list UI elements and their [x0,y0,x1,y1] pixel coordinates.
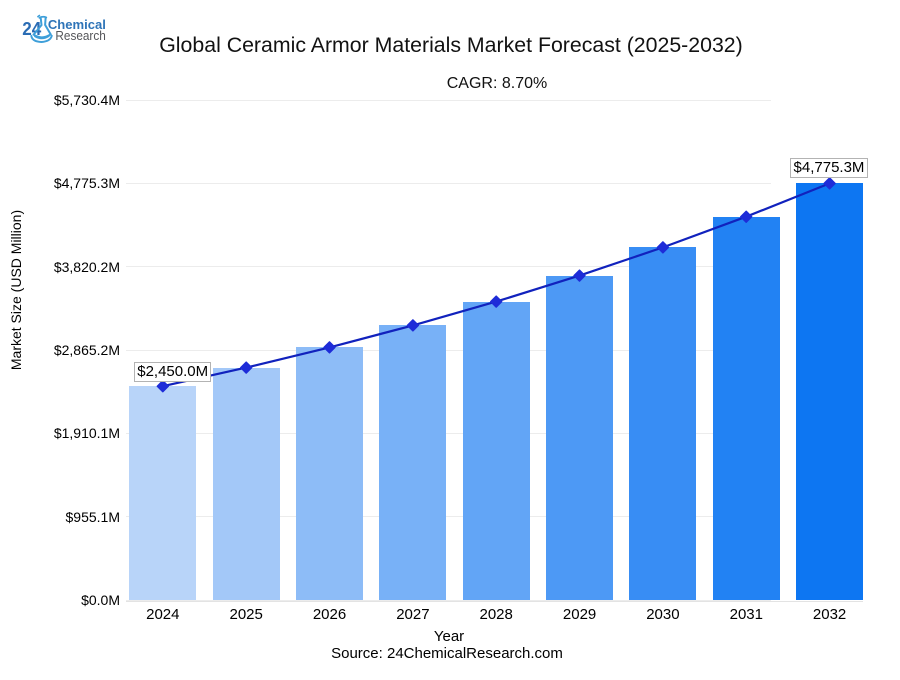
svg-text:Research: Research [55,29,105,43]
svg-text:Chemical: Chemical [48,17,106,32]
svg-text:24: 24 [22,19,41,39]
